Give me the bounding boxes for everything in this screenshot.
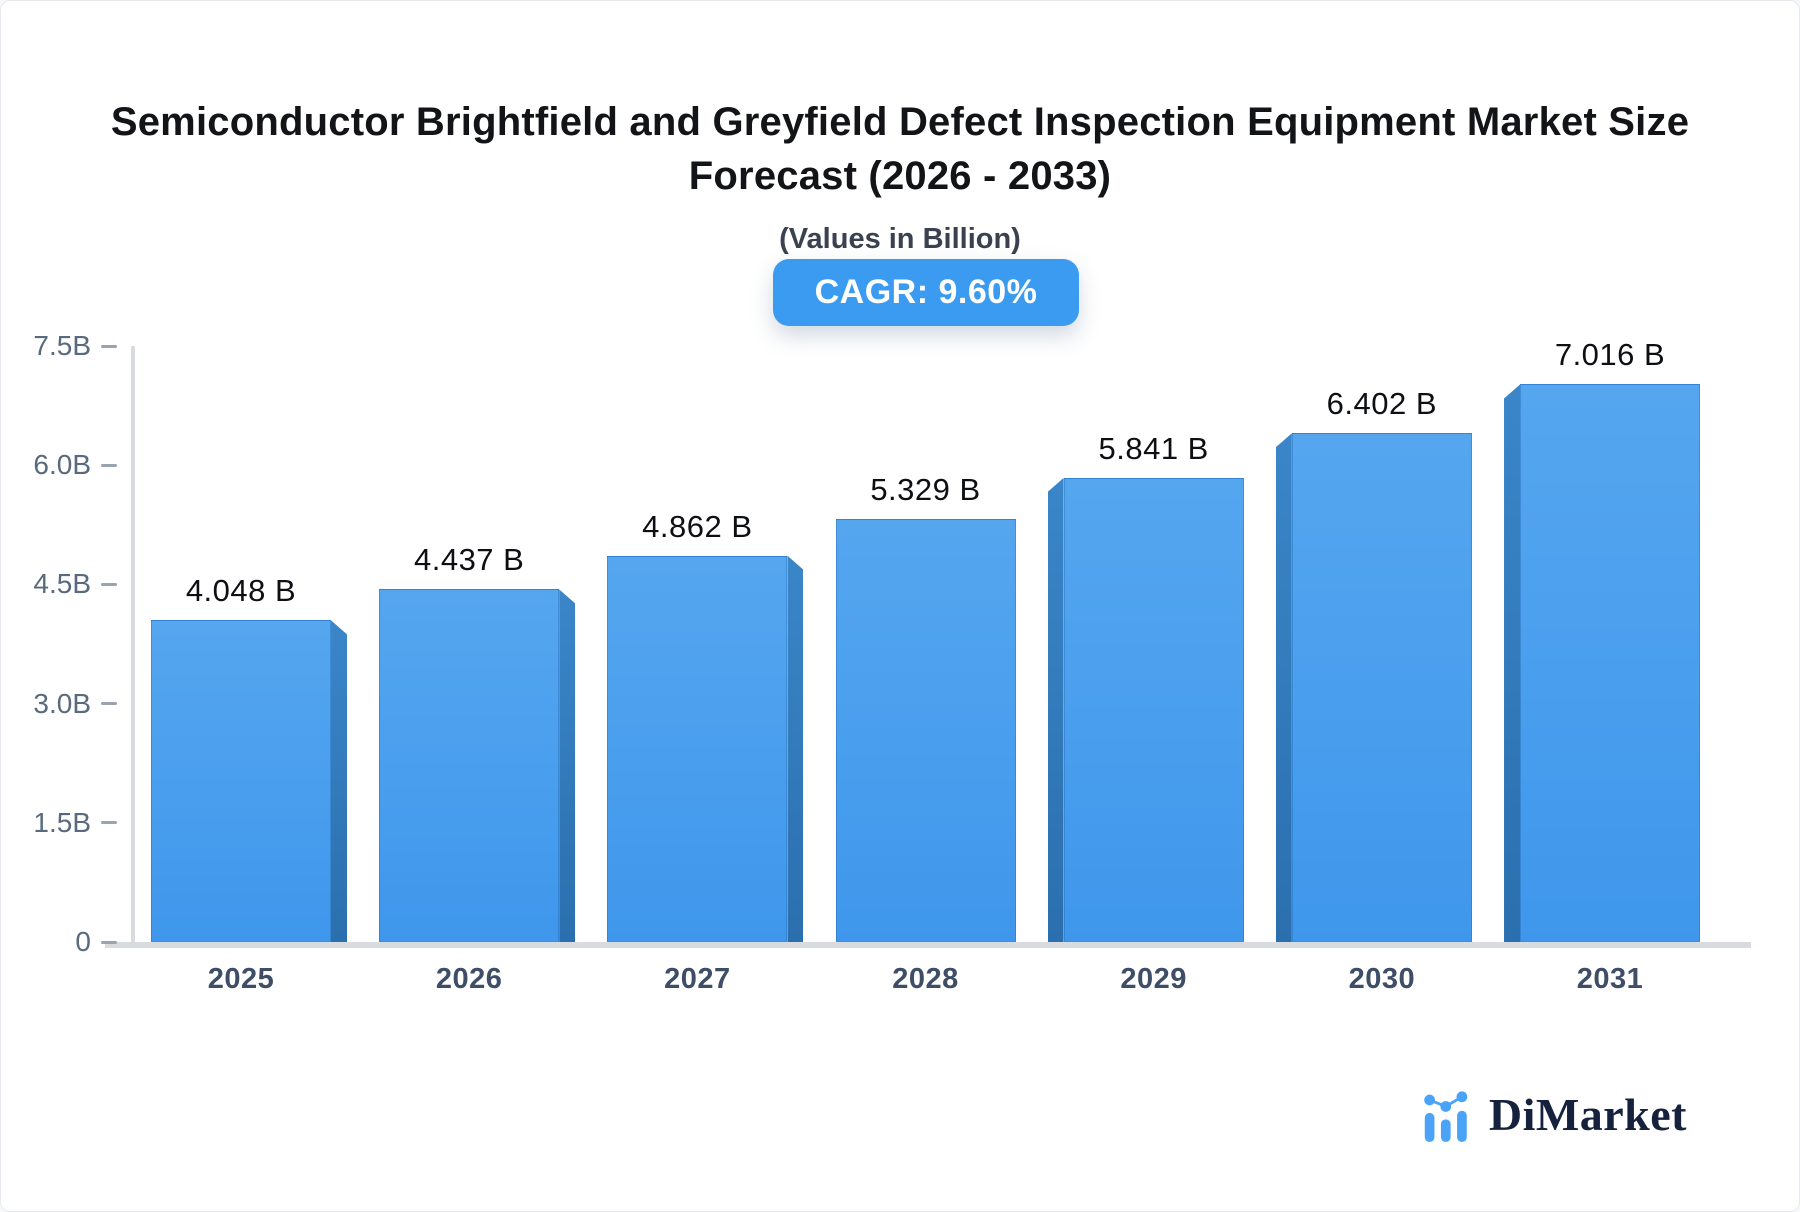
bar-value-label: 5.841 B bbox=[1098, 430, 1209, 466]
bar-value-label: 5.329 B bbox=[870, 471, 981, 507]
x-tick-label: 2025 bbox=[207, 963, 275, 995]
y-tick-label: 0 bbox=[75, 926, 91, 957]
cagr-badge-wrap: CAGR: 9.60% bbox=[26, 259, 1799, 326]
y-tick-dash bbox=[101, 940, 117, 944]
bar-value-label: 4.048 B bbox=[185, 573, 297, 609]
y-tick-dash bbox=[101, 821, 117, 825]
y-tick-dash bbox=[101, 582, 117, 586]
page-title: Semiconductor Brightfield and Greyfield … bbox=[1, 95, 1799, 203]
bar bbox=[1291, 433, 1472, 942]
brand-name: DiMarket bbox=[1488, 1088, 1687, 1140]
title-line-1: Semiconductor Brightfield and Greyfield … bbox=[110, 100, 1690, 144]
bar bbox=[151, 620, 331, 942]
y-tick-label: 4.5B bbox=[33, 568, 91, 600]
bar-value-label: 7.016 B bbox=[1554, 337, 1666, 373]
bar-value-label: 6.402 B bbox=[1326, 386, 1438, 422]
bar-value-label: 4.862 B bbox=[642, 508, 753, 544]
bar-side-panel bbox=[1504, 384, 1521, 942]
bar bbox=[1063, 477, 1244, 942]
y-axis-line bbox=[131, 346, 135, 942]
y-tick-label: 3.0B bbox=[33, 687, 91, 719]
brand-logo: DiMarket bbox=[1421, 1086, 1687, 1142]
x-tick-label: 2030 bbox=[1348, 963, 1416, 995]
y-tick-label: 1.5B bbox=[33, 806, 91, 838]
bar bbox=[607, 555, 788, 942]
bar bbox=[379, 589, 560, 942]
y-tick-dash bbox=[101, 463, 117, 467]
y-tick-label: 7.5B bbox=[33, 330, 91, 361]
title-line-2: Forecast (2026 - 2033) bbox=[688, 154, 1112, 198]
bar-side-panel bbox=[331, 620, 347, 942]
bar-value-label: 4.437 B bbox=[413, 542, 525, 578]
x-tick-label: 2026 bbox=[435, 963, 503, 995]
bar bbox=[1520, 384, 1701, 942]
x-tick-label: 2031 bbox=[1576, 963, 1644, 995]
cagr-badge: CAGR: 9.60% bbox=[772, 259, 1080, 326]
chart-subtitle: (Values in Billion) bbox=[779, 223, 1021, 255]
y-tick-dash bbox=[101, 702, 117, 706]
bar bbox=[835, 518, 1016, 942]
x-tick-label: 2029 bbox=[1120, 963, 1187, 995]
x-tick-label: 2027 bbox=[664, 963, 731, 995]
y-tick-dash bbox=[101, 344, 117, 348]
x-axis-baseline bbox=[105, 942, 1751, 948]
bar-side-panel bbox=[559, 589, 576, 942]
x-tick-label: 2028 bbox=[892, 963, 959, 995]
bar-side-panel bbox=[787, 555, 804, 942]
bar-side-panel bbox=[1275, 433, 1292, 942]
y-tick-label: 6.0B bbox=[33, 449, 91, 481]
bar-side-panel bbox=[1047, 477, 1064, 942]
bar-chart-logo-icon bbox=[1421, 1086, 1477, 1142]
